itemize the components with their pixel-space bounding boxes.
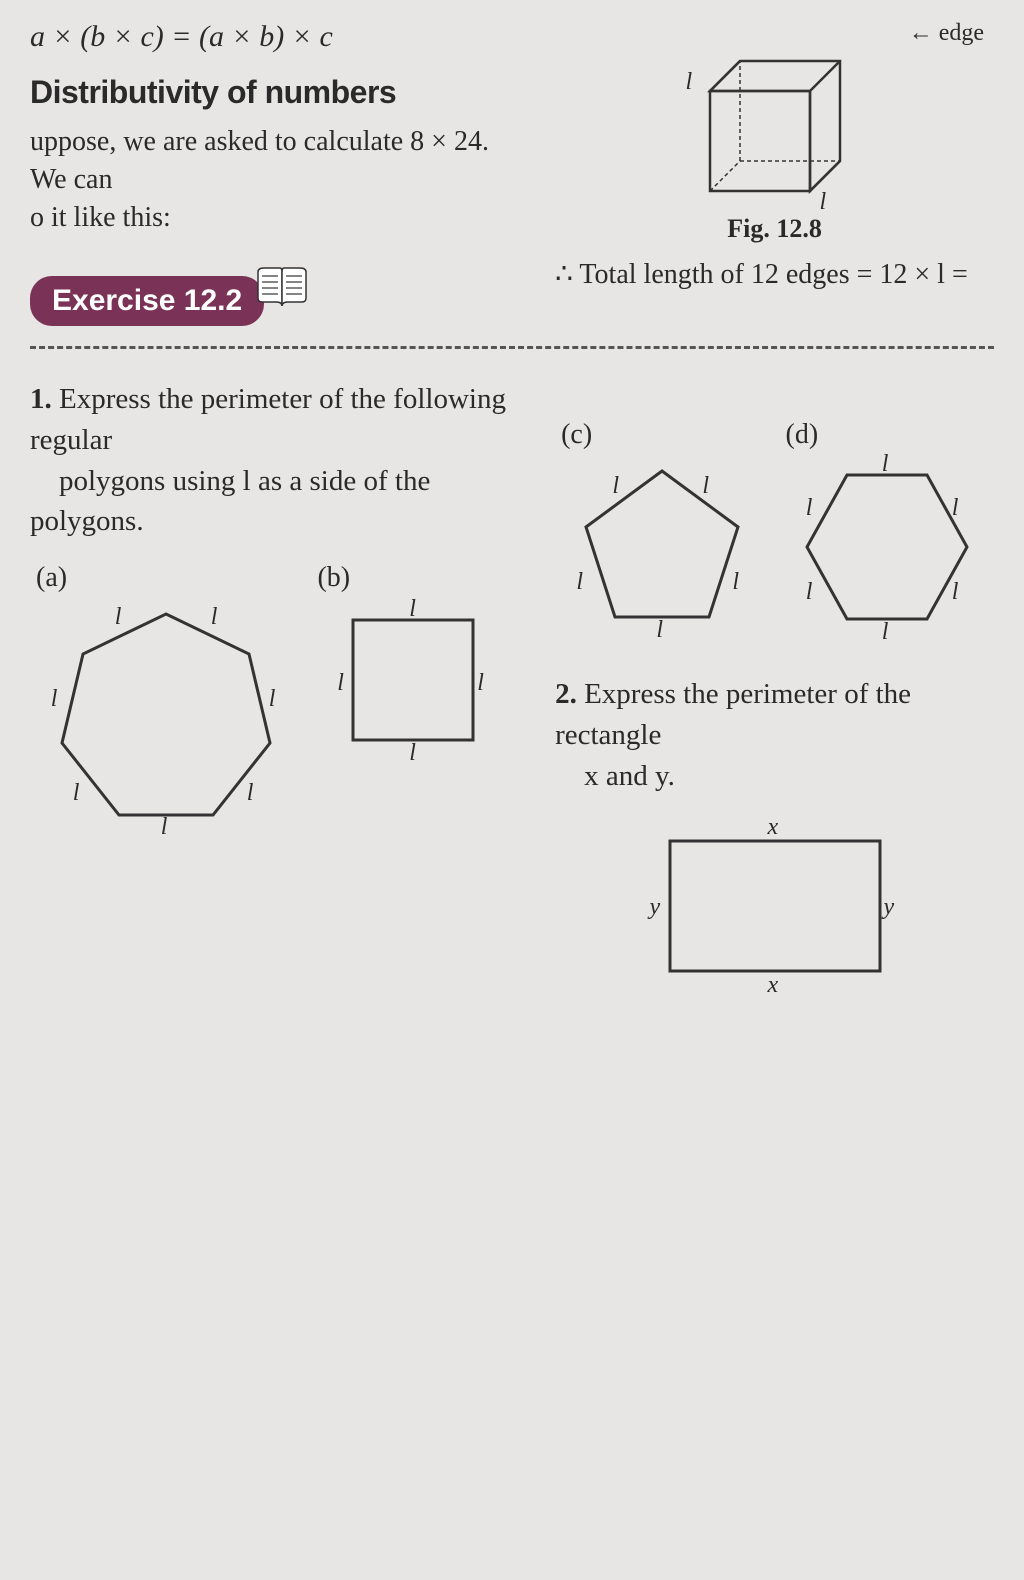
cube-svg-wrap: l l — [690, 51, 860, 206]
q2-number: 2. — [555, 678, 577, 710]
q2-line1: Express the perimeter of the rectangle — [555, 678, 911, 751]
square-wrap: l l l l — [333, 600, 493, 767]
hex-l5: l — [806, 579, 813, 606]
rect-y2: y — [650, 894, 661, 921]
shape-d: (d) l l l l l l — [780, 419, 994, 644]
cube-side-l1: l — [686, 69, 693, 96]
hep-l1: l — [115, 604, 122, 631]
shape-b: (b) l l l l — [311, 562, 515, 767]
hep-l2: l — [211, 604, 218, 631]
hex-l6: l — [806, 495, 813, 522]
question-2: 2. Express the perimeter of the rectangl… — [555, 674, 994, 796]
hex-l1: l — [882, 451, 889, 478]
pentagon-icon — [572, 457, 752, 637]
sq-l2: l — [477, 670, 484, 697]
rectangle-icon — [640, 816, 910, 996]
right-column: ← edge l l Fig. 12.8 ∴ Total length of 1… — [555, 20, 994, 336]
top-columns: a × (b × c) = (a × b) × c Distributivity… — [30, 20, 994, 336]
label-c: (c) — [561, 419, 592, 451]
exercise-columns: 1. Express the perimeter of the followin… — [30, 379, 994, 1001]
q2-line2: x and y. — [584, 760, 675, 792]
dashed-divider — [30, 346, 994, 349]
rect-y1: y — [884, 894, 895, 921]
pent-l5: l — [576, 569, 583, 596]
paragraph-1: uppose, we are asked to calculate 8 × 24… — [30, 123, 515, 236]
hep-l4: l — [247, 780, 254, 807]
pent-l4: l — [656, 617, 663, 644]
para1-line1: uppose, we are asked to calculate 8 × 24… — [30, 126, 489, 195]
rectangle-figure: x y x y — [555, 816, 994, 1001]
label-b: (b) — [317, 562, 350, 594]
pent-l2: l — [702, 473, 709, 500]
rect-x1: x — [768, 814, 779, 841]
hep-l5: l — [161, 814, 168, 841]
sq-l4: l — [337, 670, 344, 697]
pent-l1: l — [612, 473, 619, 500]
sq-l3: l — [409, 740, 416, 767]
rect-x2: x — [768, 972, 779, 999]
shape-c: (c) l l l l l — [555, 419, 769, 644]
hep-l3: l — [269, 686, 276, 713]
cube-figure: ← edge l l Fig. 12.8 — [555, 20, 994, 244]
hex-l3: l — [952, 579, 959, 606]
left-column: a × (b × c) = (a × b) × c Distributivity… — [30, 20, 515, 336]
q-right: (c) l l l l l (d) — [555, 379, 994, 1001]
rectangle-wrap: x y x y — [640, 816, 910, 1001]
question-1: 1. Express the perimeter of the followin… — [30, 379, 515, 541]
cube-side-l2: l — [820, 189, 827, 216]
hep-l6: l — [73, 780, 80, 807]
q-left: 1. Express the perimeter of the followin… — [30, 379, 515, 1001]
pent-l3: l — [732, 569, 739, 596]
figure-caption: Fig. 12.8 — [727, 214, 822, 244]
formula: a × (b × c) = (a × b) × c — [30, 20, 515, 54]
hex-l2: l — [952, 495, 959, 522]
para1-line2: o it like this: — [30, 202, 171, 233]
hexagon-wrap: l l l l l l — [792, 457, 982, 644]
book-icon — [254, 262, 310, 320]
hep-l7: l — [51, 686, 58, 713]
q1-line2: polygons using l as a side of the polygo… — [30, 465, 430, 538]
edge-label: ← edge — [909, 20, 984, 47]
hexagon-icon — [792, 457, 982, 637]
exercise-label: Exercise 12.2 — [52, 284, 242, 317]
sq-l1: l — [409, 596, 416, 623]
pentagon-wrap: l l l l l — [572, 457, 752, 644]
label-d: (d) — [786, 419, 819, 451]
section-heading: Distributivity of numbers — [30, 74, 515, 111]
q1-number: 1. — [30, 383, 52, 415]
shapes-right-row: (c) l l l l l (d) — [555, 419, 994, 644]
label-a: (a) — [36, 562, 67, 594]
q1-line1: Express the perimeter of the following r… — [30, 383, 506, 456]
hex-l4: l — [882, 619, 889, 646]
cube-icon — [690, 51, 860, 201]
shapes-left-row: (a) l l l l l l l (b) — [30, 562, 515, 837]
exercise-badge: Exercise 12.2 — [30, 276, 264, 326]
shape-a: (a) l l l l l l l — [30, 562, 301, 837]
square-icon — [333, 600, 493, 760]
cube-statement: ∴ Total length of 12 edges = 12 × l = — [555, 256, 994, 294]
heptagon-wrap: l l l l l l l — [51, 600, 281, 837]
